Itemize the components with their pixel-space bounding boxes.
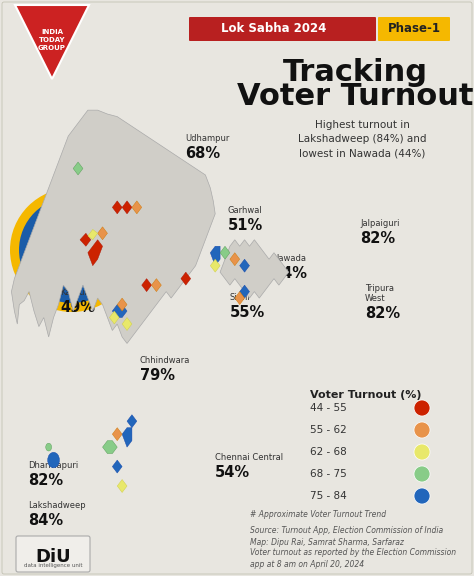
Text: Chennai Central: Chennai Central — [215, 453, 283, 462]
Text: Tracking: Tracking — [283, 58, 428, 87]
Circle shape — [414, 488, 430, 504]
Text: Chhindwara: Chhindwara — [140, 356, 191, 365]
Polygon shape — [102, 441, 117, 454]
Text: Lok Sabha 2024: Lok Sabha 2024 — [220, 22, 326, 36]
Text: Dharmapuri: Dharmapuri — [28, 461, 78, 470]
Polygon shape — [15, 5, 89, 79]
Text: Source: Turnout App, Election Commission of India
Map: Dipu Rai, Samrat Sharma, : Source: Turnout App, Election Commission… — [250, 526, 443, 547]
Text: 55%: 55% — [230, 305, 265, 320]
Text: Jalpaiguri: Jalpaiguri — [360, 219, 400, 228]
Polygon shape — [88, 229, 98, 240]
Text: Phase-1: Phase-1 — [388, 22, 440, 36]
Text: 68%: 68% — [185, 146, 220, 161]
Polygon shape — [210, 259, 220, 272]
Polygon shape — [220, 240, 289, 298]
Text: 62 - 68: 62 - 68 — [310, 447, 347, 457]
Polygon shape — [112, 427, 122, 441]
Text: Karauli-Dholpur: Karauli-Dholpur — [60, 288, 126, 297]
Circle shape — [48, 452, 59, 468]
Text: # Approximate Voter Turnout Trend: # Approximate Voter Turnout Trend — [250, 510, 386, 519]
Polygon shape — [88, 240, 102, 266]
Polygon shape — [73, 162, 83, 175]
Polygon shape — [152, 279, 161, 291]
Circle shape — [414, 422, 430, 438]
Text: 82%: 82% — [365, 306, 400, 321]
Polygon shape — [220, 247, 230, 259]
Text: Voter Turnout (%): Voter Turnout (%) — [310, 390, 421, 400]
Text: Highest turnout in
Lakshadweep (84%) and
lowest in Nawada (44%): Highest turnout in Lakshadweep (84%) and… — [298, 120, 426, 158]
Polygon shape — [230, 253, 240, 266]
Text: Nawada: Nawada — [272, 254, 306, 263]
Polygon shape — [112, 305, 127, 317]
Circle shape — [19, 197, 125, 303]
Text: 68 - 75: 68 - 75 — [310, 469, 347, 479]
Polygon shape — [122, 201, 132, 214]
Circle shape — [414, 444, 430, 460]
Polygon shape — [210, 247, 220, 266]
Circle shape — [46, 444, 52, 451]
Polygon shape — [240, 259, 249, 272]
Text: DiU: DiU — [35, 548, 71, 566]
Polygon shape — [98, 227, 108, 240]
Text: Voter turnout as reported by the Election Commission
app at 8 am on April 20, 20: Voter turnout as reported by the Electio… — [250, 548, 456, 569]
Polygon shape — [132, 201, 142, 214]
Text: Tripura
West: Tripura West — [365, 283, 394, 303]
Text: Udhampur: Udhampur — [185, 134, 229, 143]
Text: 55 - 62: 55 - 62 — [310, 425, 347, 435]
Polygon shape — [80, 233, 91, 247]
Circle shape — [10, 188, 134, 312]
Polygon shape — [235, 291, 245, 305]
Polygon shape — [122, 317, 132, 331]
Text: 54%: 54% — [215, 465, 250, 480]
Polygon shape — [117, 298, 127, 311]
Text: 79%: 79% — [140, 368, 175, 383]
Circle shape — [414, 400, 430, 416]
Text: 82%: 82% — [28, 473, 63, 488]
FancyBboxPatch shape — [189, 17, 376, 41]
FancyBboxPatch shape — [16, 536, 90, 572]
Text: Garhwal: Garhwal — [228, 206, 263, 215]
FancyBboxPatch shape — [378, 17, 450, 41]
Polygon shape — [181, 272, 191, 285]
Circle shape — [414, 466, 430, 482]
Polygon shape — [122, 427, 132, 447]
Text: 44%: 44% — [272, 266, 307, 281]
Text: TOTAL
TURNOUT
IN PHASE-1: TOTAL TURNOUT IN PHASE-1 — [45, 228, 99, 260]
Text: INDIA
TODAY
GROUP: INDIA TODAY GROUP — [38, 29, 66, 51]
Polygon shape — [142, 279, 152, 291]
Polygon shape — [11, 110, 215, 343]
Text: 75 - 84: 75 - 84 — [310, 491, 347, 501]
Text: Lakshadweep: Lakshadweep — [28, 501, 86, 510]
Polygon shape — [117, 479, 127, 492]
Text: data intelligence unit: data intelligence unit — [24, 563, 82, 568]
Text: Voter Turnout: Voter Turnout — [237, 82, 473, 111]
Polygon shape — [109, 311, 119, 324]
Text: 51%: 51% — [228, 218, 263, 233]
Polygon shape — [127, 415, 137, 427]
Text: 64%: 64% — [47, 262, 97, 282]
Text: 49%: 49% — [60, 300, 95, 315]
Text: 44 - 55: 44 - 55 — [310, 403, 347, 413]
Text: 84%: 84% — [28, 513, 63, 528]
Text: Sidhi: Sidhi — [230, 293, 251, 302]
Polygon shape — [112, 460, 122, 473]
Polygon shape — [240, 285, 249, 298]
Text: 82%: 82% — [360, 231, 395, 246]
Polygon shape — [112, 201, 122, 214]
